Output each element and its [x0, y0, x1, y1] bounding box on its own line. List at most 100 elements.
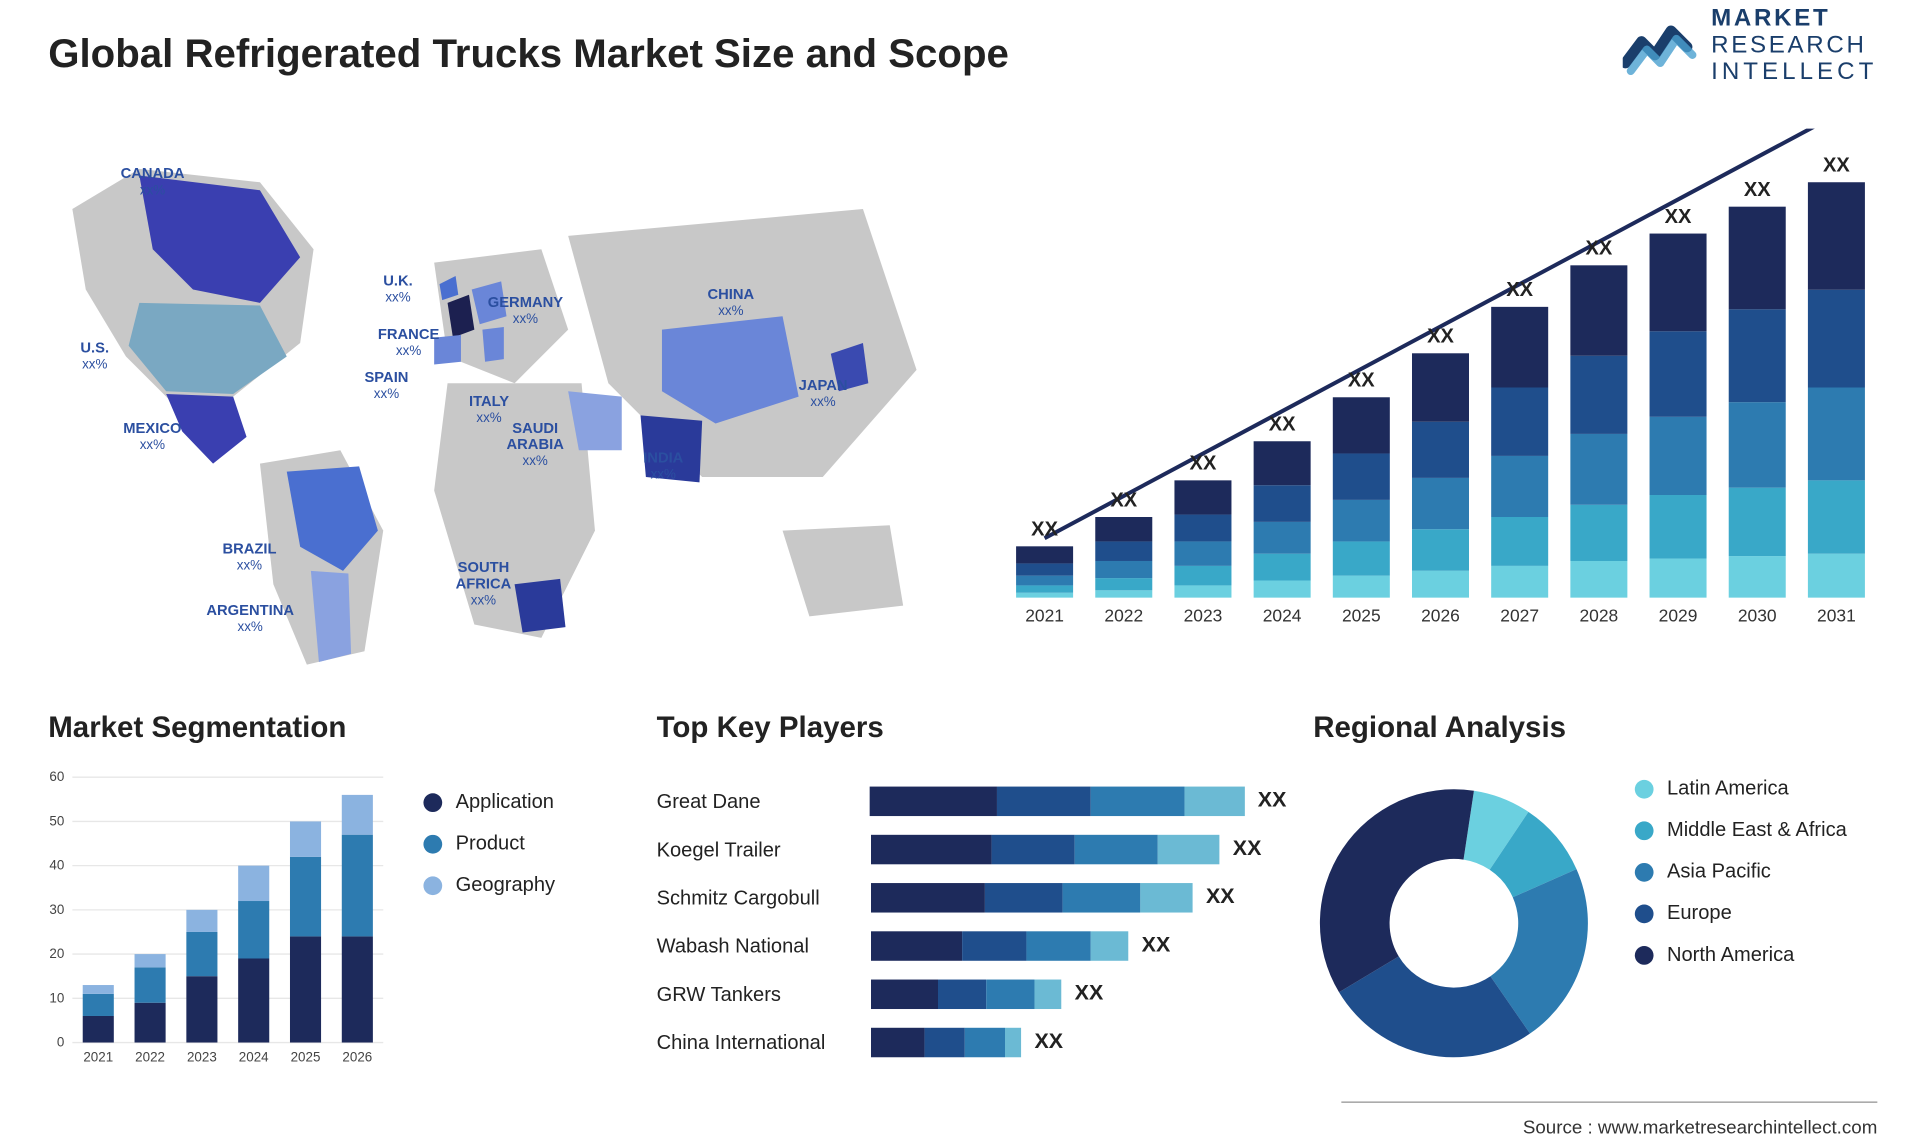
svg-text:2030: 2030 — [1738, 606, 1777, 626]
map-label-mexico: MEXICOxx% — [123, 421, 181, 453]
svg-text:20: 20 — [49, 946, 64, 961]
player-row: GRW Tankers XX — [657, 970, 1287, 1018]
regional-donut — [1300, 769, 1608, 1077]
player-name: Wabash National — [657, 935, 871, 958]
map-label-india: INDIAxx% — [643, 450, 683, 482]
player-name: Great Dane — [657, 790, 870, 813]
svg-text:XX: XX — [1506, 279, 1533, 301]
regional-panel: Regional Analysis Latin AmericaMiddle Ea… — [1313, 710, 1889, 745]
regional-title: Regional Analysis — [1313, 710, 1889, 745]
svg-text:50: 50 — [49, 813, 64, 828]
map-label-u-k-: U.K.xx% — [383, 273, 412, 305]
svg-text:2024: 2024 — [1263, 606, 1302, 626]
svg-text:2026: 2026 — [1421, 606, 1460, 626]
players-panel: Top Key Players Great DaneXXKoegel Trail… — [657, 710, 1287, 745]
map-label-france: FRANCExx% — [378, 327, 439, 359]
svg-text:0: 0 — [57, 1035, 64, 1050]
player-bar — [871, 931, 1128, 960]
svg-text:XX: XX — [1744, 179, 1771, 201]
player-row: Wabash National XX — [657, 922, 1287, 970]
svg-text:2024: 2024 — [239, 1049, 269, 1064]
segmentation-chart: 0102030405060202120222023202420252026 — [40, 764, 388, 1072]
logo-line2: RESEARCH — [1711, 32, 1877, 59]
map-label-canada: CANADAxx% — [121, 166, 185, 198]
svg-text:2021: 2021 — [83, 1049, 113, 1064]
world-map: CANADAxx%U.S.xx%MEXICOxx%BRAZILxx%ARGENT… — [32, 129, 970, 692]
player-row: Koegel Trailer XX — [657, 825, 1287, 873]
logo-icon — [1623, 12, 1698, 79]
page-title: Global Refrigerated Trucks Market Size a… — [48, 32, 1009, 78]
svg-text:XX: XX — [1190, 453, 1217, 475]
svg-text:XX: XX — [1031, 519, 1058, 541]
svg-text:2022: 2022 — [1104, 606, 1143, 626]
svg-text:XX: XX — [1348, 370, 1375, 392]
player-name: GRW Tankers — [657, 983, 871, 1006]
map-label-spain: SPAINxx% — [364, 370, 408, 402]
player-value: XX — [1075, 982, 1104, 1006]
player-value: XX — [1142, 934, 1171, 958]
svg-text:2027: 2027 — [1500, 606, 1539, 626]
map-label-japan: JAPANxx% — [799, 378, 848, 410]
svg-text:2025: 2025 — [1342, 606, 1381, 626]
map-label-u-s-: U.S.xx% — [80, 340, 109, 372]
map-label-china: CHINAxx% — [708, 287, 755, 319]
regional-legend: Latin America Middle East & Africa Asia Pa… — [1635, 777, 1847, 985]
svg-text:2021: 2021 — [1025, 606, 1064, 626]
regional-legend-item: Latin America — [1635, 777, 1847, 800]
svg-text:30: 30 — [49, 902, 64, 917]
seg-legend-application: Application — [423, 791, 555, 814]
player-bar — [869, 787, 1244, 816]
seg-legend-product: Product — [423, 832, 555, 855]
svg-text:10: 10 — [49, 990, 64, 1005]
source-text: Source : www.marketresearchintellect.com — [1523, 1116, 1877, 1137]
player-name: Schmitz Cargobull — [657, 886, 871, 909]
regional-legend-item: Europe — [1635, 902, 1847, 925]
player-bar — [871, 1028, 1021, 1057]
logo-line3: INTELLECT — [1711, 58, 1877, 85]
logo-line1: MARKET — [1711, 5, 1877, 32]
svg-text:40: 40 — [49, 858, 64, 873]
player-row: Schmitz Cargobull XX — [657, 874, 1287, 922]
segmentation-legend: Application Product Geography — [423, 791, 555, 916]
segmentation-title: Market Segmentation — [48, 710, 624, 745]
svg-text:XX: XX — [1665, 206, 1692, 228]
svg-text:2022: 2022 — [135, 1049, 165, 1064]
segmentation-panel: Market Segmentation 01020304050602021202… — [48, 710, 624, 745]
svg-text:2031: 2031 — [1817, 606, 1856, 626]
svg-text:XX: XX — [1427, 326, 1454, 348]
svg-text:2026: 2026 — [342, 1049, 372, 1064]
regional-legend-item: Middle East & Africa — [1635, 819, 1847, 842]
svg-text:XX: XX — [1110, 489, 1137, 511]
svg-text:2023: 2023 — [1184, 606, 1223, 626]
player-value: XX — [1034, 1030, 1063, 1054]
main-bar-chart: XX 2021 XX 2022 XX 2023 XX 2024 XX 2025 XX 2026 XX 20… — [992, 129, 1890, 638]
player-value: XX — [1258, 789, 1287, 813]
players-title: Top Key Players — [657, 710, 1287, 745]
player-bar — [871, 835, 1219, 864]
seg-legend-geography: Geography — [423, 874, 555, 897]
map-label-brazil: BRAZILxx% — [222, 541, 276, 573]
svg-text:XX: XX — [1585, 238, 1612, 260]
svg-text:2029: 2029 — [1659, 606, 1698, 626]
player-value: XX — [1206, 886, 1235, 910]
player-row: China International XX — [657, 1018, 1287, 1066]
player-name: China International — [657, 1031, 871, 1054]
player-bar — [871, 980, 1061, 1009]
svg-text:60: 60 — [49, 769, 64, 784]
svg-text:XX: XX — [1269, 414, 1296, 436]
map-label-south-africa: SOUTHAFRICAxx% — [456, 560, 512, 609]
player-value: XX — [1233, 838, 1262, 862]
logo: MARKET RESEARCH INTELLECT — [1623, 5, 1878, 85]
svg-text:2023: 2023 — [187, 1049, 217, 1064]
player-bar — [871, 883, 1193, 912]
regional-legend-item: North America — [1635, 943, 1847, 966]
map-label-germany: GERMANYxx% — [488, 295, 563, 327]
map-label-italy: ITALYxx% — [469, 394, 509, 426]
map-label-saudi-arabia: SAUDIARABIAxx% — [507, 421, 564, 470]
source-divider — [1341, 1101, 1877, 1102]
svg-text:XX: XX — [1823, 155, 1850, 177]
regional-legend-item: Asia Pacific — [1635, 860, 1847, 883]
player-name: Koegel Trailer — [657, 838, 871, 861]
svg-text:2028: 2028 — [1579, 606, 1618, 626]
player-row: Great Dane XX — [657, 777, 1287, 825]
